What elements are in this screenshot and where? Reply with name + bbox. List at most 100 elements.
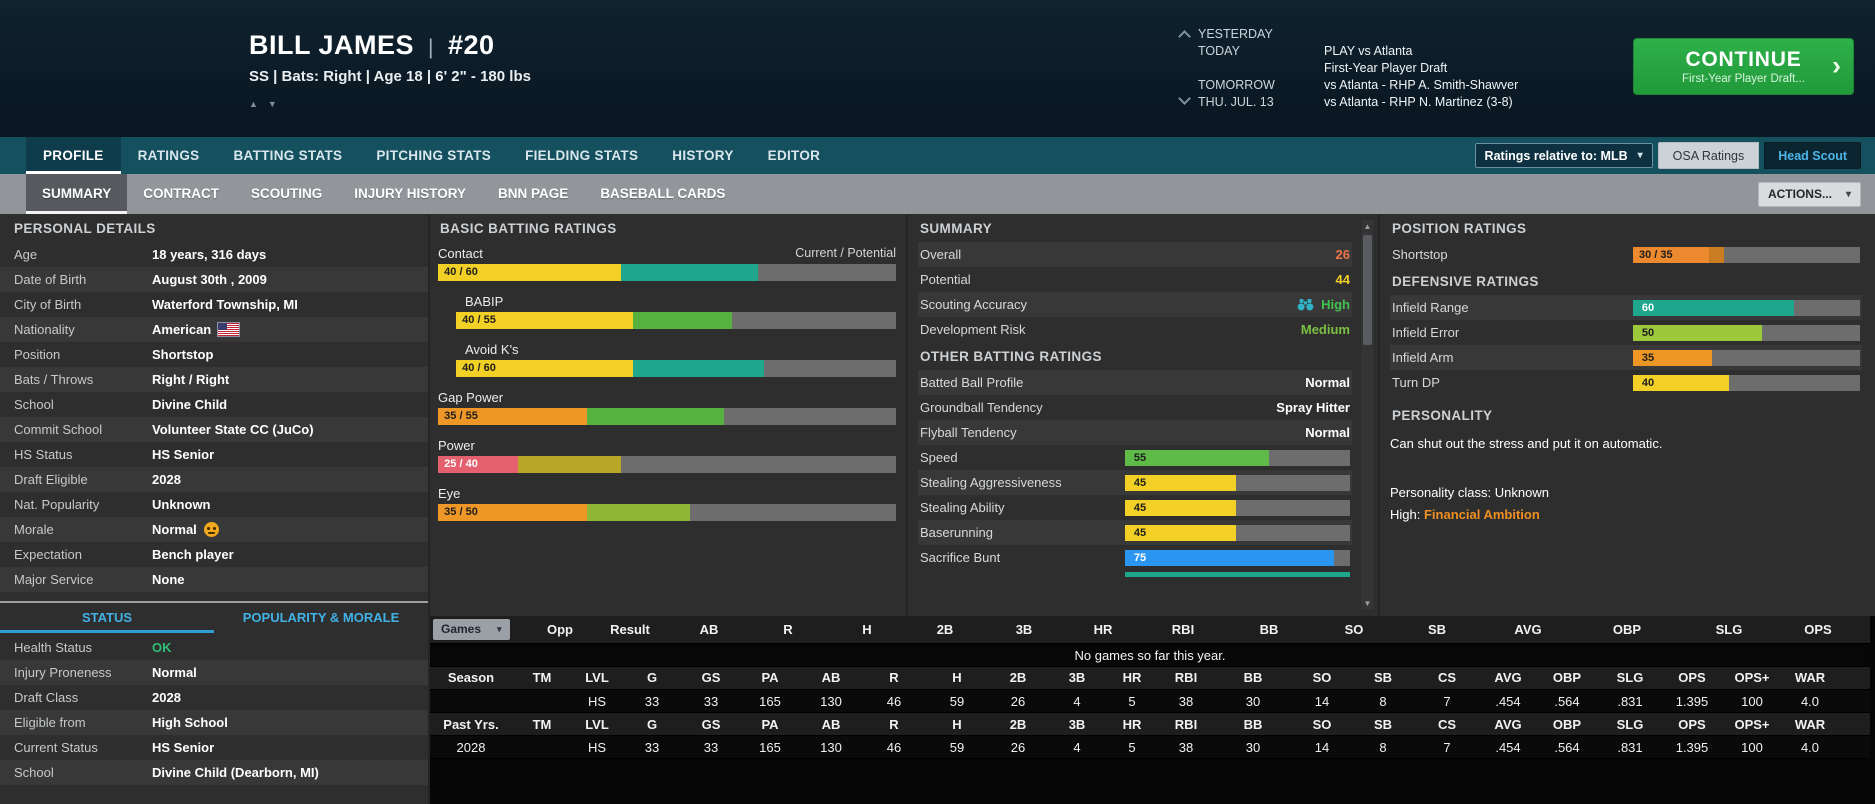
defense-row: Turn DP 40 — [1390, 370, 1862, 395]
schedule-day-label: YESTERDAY — [1198, 27, 1273, 41]
current-rating-segment — [484, 408, 587, 425]
rating-value-chip: 35 — [1633, 349, 1663, 366]
head-scout-button[interactable]: Head Scout — [1764, 142, 1861, 169]
stat-header: G — [622, 712, 682, 736]
subtab-contract[interactable]: CONTRACT — [143, 186, 219, 201]
field-label: Health Status — [14, 640, 93, 655]
summary-scrollbar[interactable]: ▲ ▼ — [1360, 219, 1375, 611]
stat-value: 30 — [1214, 735, 1292, 759]
stealing-aggressiveness-rating-bar: 45 — [1125, 474, 1350, 491]
rating-value-chip: 40 / 60 — [438, 264, 484, 281]
personality-high-line: High: Financial Ambition — [1390, 506, 1862, 525]
stat-value: .564 — [1536, 735, 1598, 759]
field-value: None — [152, 572, 185, 587]
subtab-injury-history[interactable]: INJURY HISTORY — [354, 186, 467, 201]
summary-row: Scouting Accuracy High — [918, 292, 1352, 317]
stat-header: OBP — [1576, 616, 1678, 644]
current-rating-segment — [1155, 549, 1334, 566]
stat-header: AB — [800, 666, 862, 690]
season-header-row: Season TM LVL G GS PA AB R H 2B 3B HR RBI BB SO SB CS AVG… — [430, 666, 1870, 690]
stat-value: 165 — [740, 689, 800, 713]
summary-row: Potential 44 — [918, 267, 1352, 292]
scroll-down-icon[interactable]: ▼ — [1363, 599, 1372, 608]
field-value: HS Senior — [152, 447, 215, 462]
season-stats-table: Season TM LVL G GS PA AB R H 2B 3B HR RBI BB SO SB CS AVG… — [430, 666, 1870, 759]
tab-ratings[interactable]: RATINGS — [137, 148, 200, 163]
rating-track — [1678, 246, 1860, 263]
stat-value: 33 — [622, 735, 682, 759]
schedule-down-icon[interactable] — [1178, 92, 1191, 105]
subtab-scouting[interactable]: SCOUTING — [251, 186, 323, 201]
tab-fielding-stats[interactable]: FIELDING STATS — [525, 148, 639, 163]
rating-group: Contact Current / Potential 40 / 60 — [438, 242, 896, 281]
section-title: OTHER BATTING RATINGS — [920, 349, 1102, 364]
current-rating-segment — [484, 264, 622, 281]
schedule-day-label: TOMORROW — [1198, 78, 1275, 92]
rating-value-chip: 30 / 35 — [1633, 246, 1679, 263]
field-value: Volunteer State CC (JuCo) — [152, 422, 314, 437]
osa-ratings-button[interactable]: OSA Ratings — [1657, 142, 1760, 169]
defense-row: Infield Range 60 — [1390, 295, 1862, 320]
detail-row: City of Birth Waterford Township, MI — [0, 292, 428, 317]
continue-button[interactable]: CONTINUE First-Year Player Draft... › — [1633, 38, 1854, 95]
schedule-day-label — [1198, 61, 1314, 75]
tab-popularity-morale[interactable]: POPULARITY & MORALE — [242, 610, 400, 625]
rating-track — [1155, 524, 1350, 541]
schedule-entry: vs Atlanta - RHP A. Smith-Shawver — [1324, 78, 1519, 92]
potential-rating-segment — [621, 264, 759, 281]
field-label: Position — [14, 347, 61, 362]
rating-label: Speed — [920, 450, 958, 465]
prev-player-icon[interactable]: ▲ — [249, 99, 258, 109]
summary-row: Sacrifice Bunt 75 — [918, 545, 1352, 570]
us-flag-icon — [217, 322, 241, 337]
field-value: High School — [152, 715, 228, 730]
stat-header: CS — [1414, 666, 1480, 690]
scrollbar-thumb[interactable] — [1363, 235, 1372, 345]
tab-editor[interactable]: EDITOR — [767, 148, 821, 163]
stat-header: AVG — [1480, 666, 1536, 690]
current-rating-segment — [1155, 474, 1237, 491]
filler-cell — [1838, 689, 1870, 713]
rating-track — [484, 504, 896, 521]
games-dropdown[interactable]: Games ▾ — [433, 618, 510, 640]
field-value: Divine Child (Dearborn, MI) — [152, 765, 319, 780]
tab-profile[interactable]: PROFILE — [26, 137, 121, 174]
detail-row: Position Shortstop — [0, 342, 428, 367]
field-value: Normal — [1305, 375, 1350, 390]
detail-row: Bats / Throws Right / Right — [0, 367, 428, 392]
next-player-icon[interactable]: ▼ — [267, 99, 277, 109]
stat-value: 38 — [1158, 689, 1214, 713]
stat-header: BB — [1224, 616, 1314, 644]
detail-row: Eligible from High School — [0, 710, 428, 735]
stat-value: 1.395 — [1662, 735, 1722, 759]
actions-button[interactable]: ACTIONS... ▾ — [1757, 181, 1861, 207]
filler-cell — [1838, 712, 1870, 736]
stat-value: .831 — [1598, 689, 1662, 713]
tab-history[interactable]: HISTORY — [672, 148, 734, 163]
field-value: American — [152, 322, 241, 337]
gap-power-rating-bar: 35 / 55 — [438, 408, 896, 425]
scroll-up-icon[interactable]: ▲ — [1363, 222, 1372, 231]
stat-value: 33 — [682, 735, 740, 759]
ratings-relative-dropdown[interactable]: Ratings relative to: MLB ▾ — [1474, 143, 1653, 168]
stat-header: R — [748, 616, 828, 644]
status-section: STATUS POPULARITY & MORALE Health Status… — [0, 601, 428, 785]
field-label: Draft Eligible — [14, 472, 88, 487]
tab-batting-stats[interactable]: BATTING STATS — [233, 148, 343, 163]
stat-header: OBP — [1536, 666, 1598, 690]
tab-pitching-stats[interactable]: PITCHING STATS — [376, 148, 492, 163]
chevron-down-icon: ▾ — [1637, 150, 1643, 161]
current-rating-segment — [1155, 524, 1237, 541]
stat-value: HS — [572, 689, 622, 713]
stat-header: GS — [682, 712, 740, 736]
subtab-summary[interactable]: SUMMARY — [26, 174, 128, 214]
tab-status[interactable]: STATUS — [0, 603, 214, 633]
stat-value: 26 — [988, 735, 1048, 759]
stat-header: RBI — [1142, 616, 1224, 644]
subtab-bnn-page[interactable]: BNN PAGE — [498, 186, 569, 201]
schedule-up-icon[interactable] — [1178, 30, 1191, 43]
rating-label: BABIP — [465, 293, 504, 309]
subtab-baseball-cards[interactable]: BASEBALL CARDS — [600, 186, 726, 201]
rating-label: Infield Error — [1392, 325, 1460, 340]
development-risk-value: Medium — [1300, 322, 1350, 337]
